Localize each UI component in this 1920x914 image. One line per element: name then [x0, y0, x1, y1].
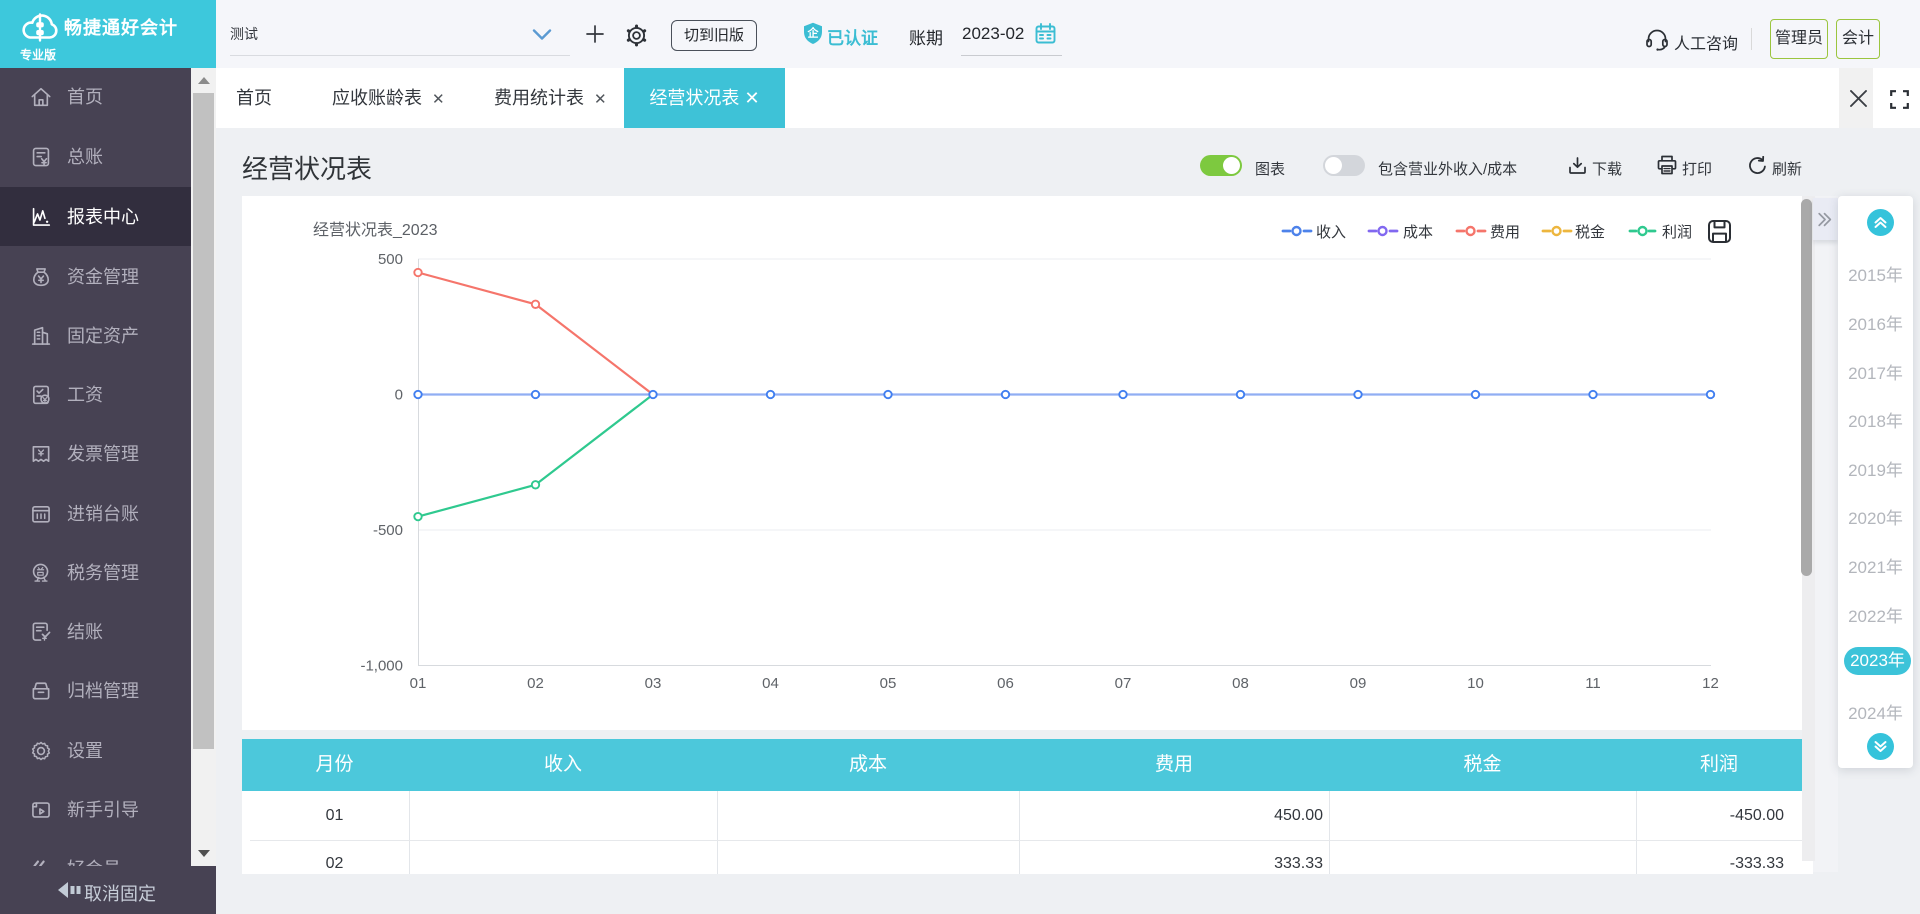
svg-text:500: 500 — [378, 251, 403, 268]
svg-text:费用: 费用 — [1490, 224, 1520, 241]
svg-text:-500: -500 — [373, 522, 403, 539]
svg-text:利润: 利润 — [1662, 224, 1692, 241]
svg-text:12: 12 — [1702, 675, 1719, 692]
svg-text:08: 08 — [1232, 675, 1249, 692]
svg-text:01: 01 — [410, 675, 427, 692]
svg-text:05: 05 — [880, 675, 897, 692]
svg-text:11: 11 — [1585, 675, 1601, 692]
svg-text:10: 10 — [1467, 675, 1484, 692]
svg-text:0: 0 — [395, 387, 403, 404]
svg-text:02: 02 — [527, 675, 544, 692]
svg-text:成本: 成本 — [1403, 224, 1433, 241]
svg-text:税金: 税金 — [1575, 224, 1605, 241]
svg-text:06: 06 — [997, 675, 1014, 692]
svg-text:09: 09 — [1350, 675, 1367, 692]
svg-text:04: 04 — [762, 675, 779, 692]
svg-text:收入: 收入 — [1316, 224, 1346, 241]
svg-text:企: 企 — [807, 26, 820, 40]
svg-text:07: 07 — [1115, 675, 1132, 692]
svg-text:03: 03 — [645, 675, 662, 692]
svg-text:-1,000: -1,000 — [360, 658, 403, 675]
